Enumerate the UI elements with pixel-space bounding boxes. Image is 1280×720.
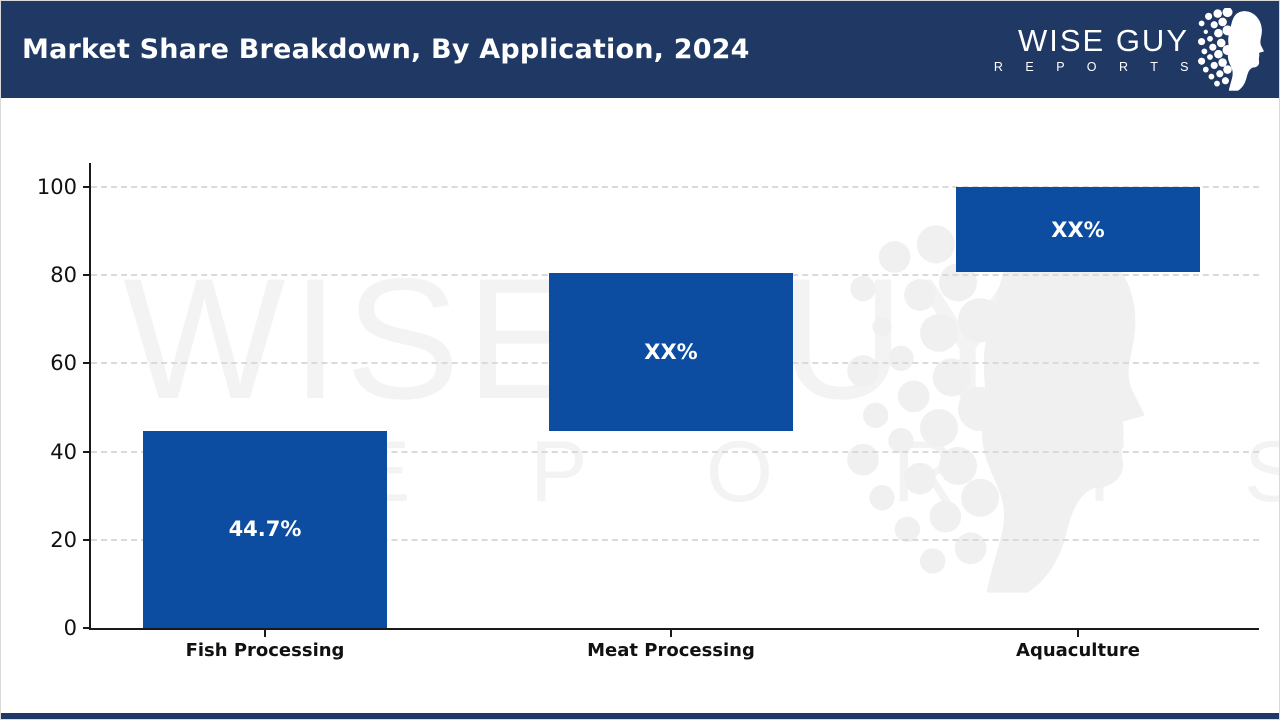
logo-text: WISE GUY R E P O R T S	[994, 25, 1189, 74]
y-tick-mark-80	[83, 274, 90, 277]
x-tick-mark-3	[1077, 630, 1079, 637]
y-tick-label-60: 60	[50, 351, 77, 376]
y-tick-label-0: 0	[63, 616, 77, 640]
logo-reports-text: R E P O R T S	[993, 59, 1198, 74]
x-tick-label-fish-processing: Fish Processing	[185, 640, 345, 661]
bar-value-label: 44.7%	[228, 517, 302, 542]
y-tick-label-100: 100	[36, 175, 77, 199]
x-tick-label-aquaculture: Aquaculture	[1016, 640, 1140, 661]
gridline-40	[91, 450, 1259, 453]
y-tick-mark-40	[83, 450, 90, 453]
y-tick-mark-100	[83, 186, 90, 188]
y-axis-line	[89, 163, 91, 629]
bar-value-label: XX%	[1051, 217, 1105, 242]
bar-value-label: XX%	[644, 339, 698, 364]
bar-aquaculture: XX%	[956, 187, 1200, 273]
logo-wordmark: WISE GUY	[1017, 23, 1189, 59]
logo-face-dots-icon	[1198, 7, 1264, 91]
gridline-20	[91, 538, 1259, 541]
y-tick-mark-20	[83, 538, 90, 541]
y-tick-label-80: 80	[50, 263, 77, 288]
gridline-100	[91, 186, 1259, 188]
x-tick-mark-2	[670, 630, 672, 637]
wise-guy-reports-logo: WISE GUY R E P O R T S	[994, 7, 1279, 92]
header-banner: Market Share Breakdown, By Application, …	[1, 1, 1279, 98]
footer-bar	[1, 713, 1279, 719]
y-tick-mark-0	[83, 627, 90, 629]
x-tick-label-meat-processing: Meat Processing	[587, 640, 755, 661]
x-tick-mark-1	[264, 630, 266, 637]
y-tick-label-20: 20	[50, 527, 77, 552]
y-tick-label-40: 40	[50, 439, 77, 464]
bar-meat-processing: XX%	[549, 272, 793, 431]
x-axis-line	[89, 628, 1259, 630]
y-tick-mark-60	[83, 362, 90, 365]
bar-fish-processing: 44.7%	[143, 430, 387, 628]
chart-title: Market Share Breakdown, By Application, …	[22, 34, 750, 65]
